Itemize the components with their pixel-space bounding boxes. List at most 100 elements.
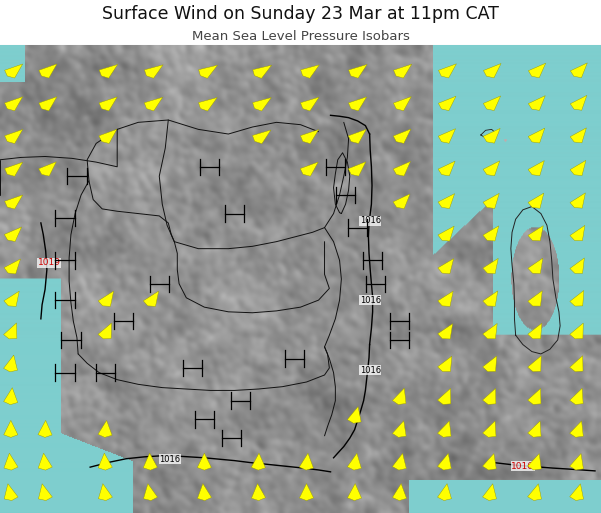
Polygon shape [483, 161, 499, 176]
Polygon shape [570, 421, 584, 437]
Polygon shape [98, 453, 112, 470]
Polygon shape [299, 453, 313, 470]
Polygon shape [438, 453, 451, 470]
Text: 1016: 1016 [359, 366, 381, 375]
Polygon shape [528, 258, 543, 273]
Polygon shape [252, 130, 271, 144]
Polygon shape [393, 162, 410, 176]
Polygon shape [570, 453, 584, 470]
Polygon shape [393, 129, 411, 143]
Polygon shape [252, 97, 271, 111]
Polygon shape [483, 421, 496, 437]
Polygon shape [528, 226, 543, 241]
Polygon shape [300, 130, 319, 144]
Polygon shape [98, 421, 112, 438]
Polygon shape [570, 161, 586, 175]
Polygon shape [438, 161, 455, 176]
Polygon shape [300, 65, 319, 78]
Polygon shape [483, 64, 501, 78]
Polygon shape [438, 259, 454, 274]
Polygon shape [483, 291, 498, 306]
Polygon shape [483, 323, 497, 339]
Polygon shape [198, 484, 212, 501]
Polygon shape [5, 64, 23, 78]
Polygon shape [4, 388, 17, 405]
Polygon shape [349, 129, 366, 144]
Polygon shape [570, 290, 584, 306]
Polygon shape [348, 162, 366, 176]
Polygon shape [38, 162, 56, 176]
Polygon shape [528, 421, 541, 437]
Polygon shape [570, 484, 584, 501]
Polygon shape [483, 226, 499, 241]
Polygon shape [570, 225, 585, 241]
Polygon shape [38, 420, 52, 438]
Polygon shape [528, 63, 546, 78]
Polygon shape [483, 388, 496, 404]
Text: 1016: 1016 [159, 455, 181, 464]
Polygon shape [438, 226, 454, 241]
Polygon shape [144, 65, 163, 78]
Polygon shape [393, 194, 410, 209]
Polygon shape [98, 323, 111, 339]
Polygon shape [143, 453, 157, 470]
Polygon shape [99, 65, 118, 78]
Polygon shape [392, 484, 406, 501]
Polygon shape [438, 193, 454, 208]
Polygon shape [483, 128, 500, 143]
Polygon shape [4, 323, 17, 339]
Polygon shape [38, 453, 52, 470]
Text: 1019: 1019 [38, 258, 61, 267]
Text: Surface Wind on Sunday 23 Mar at 11pm CAT: Surface Wind on Sunday 23 Mar at 11pm CA… [102, 5, 499, 23]
Polygon shape [4, 420, 18, 438]
Polygon shape [438, 356, 452, 371]
Polygon shape [438, 291, 453, 306]
Polygon shape [199, 65, 218, 78]
Polygon shape [4, 355, 17, 372]
Polygon shape [4, 227, 22, 242]
Polygon shape [570, 323, 583, 339]
Polygon shape [38, 484, 52, 501]
Polygon shape [197, 453, 212, 470]
Polygon shape [198, 97, 217, 111]
Polygon shape [99, 97, 117, 111]
Polygon shape [394, 64, 412, 78]
Polygon shape [347, 407, 361, 423]
Polygon shape [528, 128, 545, 143]
Polygon shape [483, 259, 498, 273]
Polygon shape [5, 129, 23, 144]
Polygon shape [570, 63, 587, 77]
Polygon shape [392, 421, 406, 437]
Polygon shape [528, 323, 542, 339]
Text: 1016: 1016 [359, 216, 381, 225]
Text: 1016: 1016 [511, 462, 534, 471]
Polygon shape [483, 356, 496, 371]
Polygon shape [5, 195, 23, 209]
Polygon shape [570, 356, 583, 371]
Polygon shape [5, 162, 23, 176]
Polygon shape [483, 96, 501, 110]
Polygon shape [144, 484, 157, 501]
Polygon shape [528, 388, 541, 404]
Polygon shape [300, 162, 318, 176]
Polygon shape [39, 64, 57, 78]
Polygon shape [99, 484, 112, 501]
Polygon shape [5, 97, 23, 111]
Polygon shape [392, 453, 406, 470]
Polygon shape [528, 484, 542, 501]
Polygon shape [570, 388, 583, 404]
Text: Mean Sea Level Pressure Isobars: Mean Sea Level Pressure Isobars [192, 30, 409, 43]
Polygon shape [4, 484, 18, 501]
Polygon shape [4, 453, 18, 470]
Polygon shape [349, 65, 367, 78]
Polygon shape [483, 193, 499, 208]
Polygon shape [349, 97, 367, 111]
Polygon shape [438, 388, 451, 404]
Polygon shape [39, 97, 57, 111]
Polygon shape [528, 356, 541, 371]
Polygon shape [98, 291, 114, 306]
Polygon shape [253, 65, 272, 78]
Polygon shape [144, 97, 163, 111]
Polygon shape [251, 453, 266, 470]
Polygon shape [439, 64, 456, 78]
